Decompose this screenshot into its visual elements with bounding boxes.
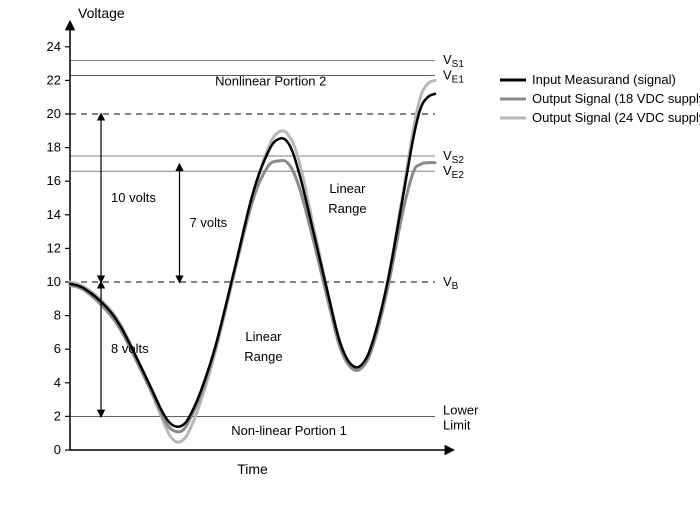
series-out24 [70,80,435,442]
annotation: Linear [329,181,366,196]
y-axis-title: Voltage [78,5,125,21]
legend-label: Input Measurand (signal) [532,72,676,87]
legend-label: Output Signal (18 VDC supply) [532,91,700,106]
y-tick-label: 12 [47,240,61,255]
ref-label: VB [443,274,459,292]
y-tick-label: 16 [47,173,61,188]
annotation: Nonlinear Portion 2 [215,73,326,88]
range-label: 7 volts [190,215,228,230]
legend-label: Output Signal (24 VDC supply) [532,110,700,125]
y-tick-label: 2 [54,408,61,423]
y-tick-label: 4 [54,375,61,390]
ref-label: Limit [443,417,471,432]
y-tick-label: 22 [47,72,61,87]
y-tick-label: 10 [47,274,61,289]
y-tick-label: 24 [47,39,61,54]
annotation: Linear [245,329,282,344]
ref-label: Lower [443,402,479,417]
voltage-chart: 024681012141618202224VoltageTimeVS1VE1VS… [0,0,700,515]
annotation: Range [244,349,282,364]
annotation: Non-linear Portion 1 [231,423,347,438]
y-tick-label: 20 [47,106,61,121]
x-axis-title: Time [237,461,268,477]
y-tick-label: 18 [47,140,61,155]
annotation: Range [328,201,366,216]
range-label: 10 volts [111,190,156,205]
y-tick-label: 14 [47,207,61,222]
y-tick-label: 8 [54,308,61,323]
range-label: 8 volts [111,341,149,356]
y-tick-label: 6 [54,341,61,356]
y-tick-label: 0 [54,442,61,457]
series-input [70,94,435,427]
